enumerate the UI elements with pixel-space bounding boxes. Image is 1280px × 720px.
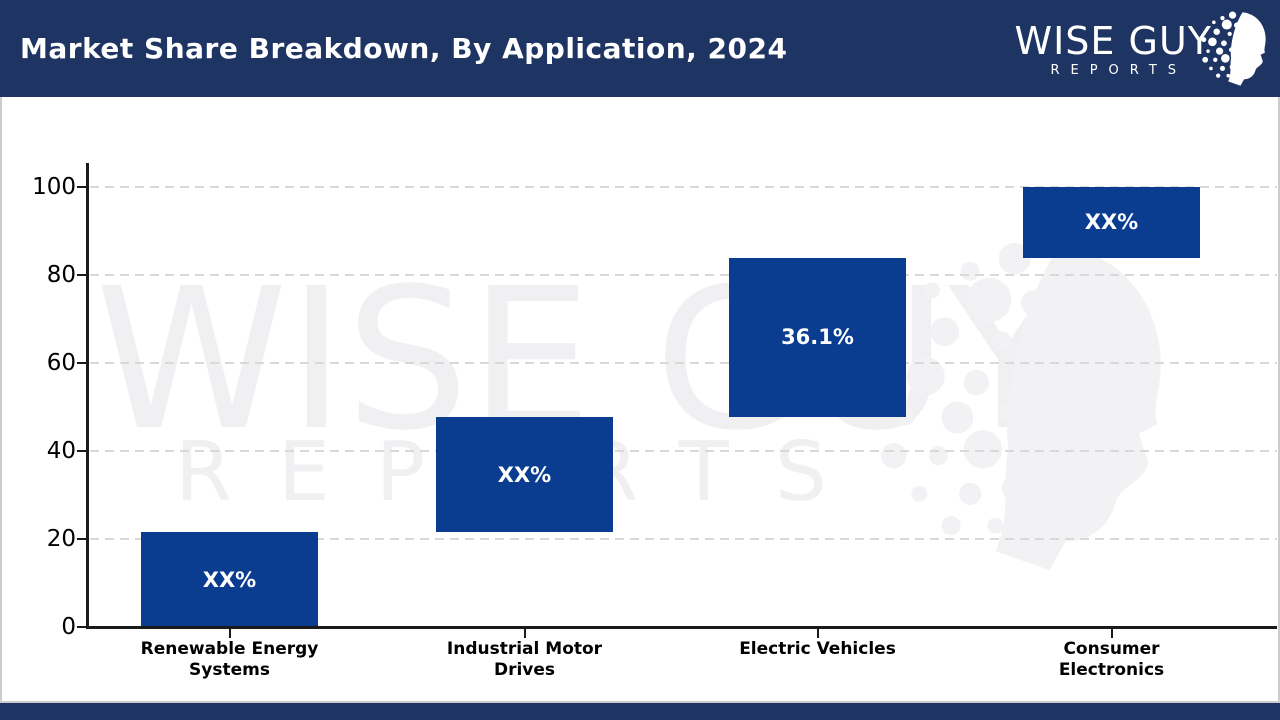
logo-wordmark: WISE GUY <box>1014 18 1212 63</box>
footer-bar <box>0 703 1280 720</box>
y-tick-40 <box>77 450 86 452</box>
y-tick-label-40: 40 <box>46 438 76 464</box>
gridline-20 <box>90 538 1277 540</box>
bar-value-label-industrial-motor-drives: XX% <box>497 462 552 487</box>
y-tick-80 <box>77 274 86 276</box>
y-tick-label-100: 100 <box>32 174 76 200</box>
bar-value-label-electric-vehicles: 36.1% <box>781 325 854 350</box>
bar-industrial-motor-drives: XX% <box>436 416 613 533</box>
y-tick-20 <box>77 538 86 540</box>
logo-head-icon <box>1201 11 1266 86</box>
y-tick-100 <box>77 186 86 188</box>
category-label-industrial-motor-drives: Industrial Motor Drives <box>446 639 603 680</box>
bar-value-label-renewable-energy-systems: XX% <box>202 567 257 592</box>
gridline-80 <box>90 274 1277 276</box>
y-tick-label-20: 20 <box>46 526 76 552</box>
y-tick-label-80: 80 <box>46 262 76 288</box>
y-tick-label-60: 60 <box>46 350 76 376</box>
x-tick-electric-vehicles <box>816 629 819 638</box>
y-tick-label-0: 0 <box>61 614 76 640</box>
gridline-40 <box>90 450 1277 452</box>
y-axis-line <box>86 163 89 629</box>
watermark-head-icon <box>876 242 1161 571</box>
gridline-60 <box>90 362 1277 364</box>
bar-consumer-electronics: XX% <box>1023 187 1200 258</box>
x-axis-line <box>86 626 1277 629</box>
header-bar: Market Share Breakdown, By Application, … <box>0 0 1280 97</box>
category-label-consumer-electronics: Consumer Electronics <box>1058 639 1165 680</box>
logo-reports-text: REPORTS <box>1050 62 1188 78</box>
bar-value-label-consumer-electronics: XX% <box>1084 210 1139 235</box>
logo-text: WISE GUY REPORTS <box>1015 22 1212 77</box>
x-tick-industrial-motor-drives <box>523 629 526 638</box>
gridline-100 <box>90 186 1277 188</box>
wise-guy-reports-logo: WISE GUY REPORTS <box>1015 6 1270 92</box>
bar-renewable-energy-systems: XX% <box>141 532 318 627</box>
category-label-electric-vehicles: Electric Vehicles <box>739 639 896 659</box>
x-tick-consumer-electronics <box>1110 629 1113 638</box>
x-tick-renewable-energy-systems <box>228 629 231 638</box>
page-title: Market Share Breakdown, By Application, … <box>20 32 788 65</box>
bar-electric-vehicles: 36.1% <box>729 257 906 417</box>
y-tick-0 <box>77 626 86 628</box>
category-label-renewable-energy-systems: Renewable Energy Systems <box>140 639 319 680</box>
y-tick-60 <box>77 362 86 364</box>
